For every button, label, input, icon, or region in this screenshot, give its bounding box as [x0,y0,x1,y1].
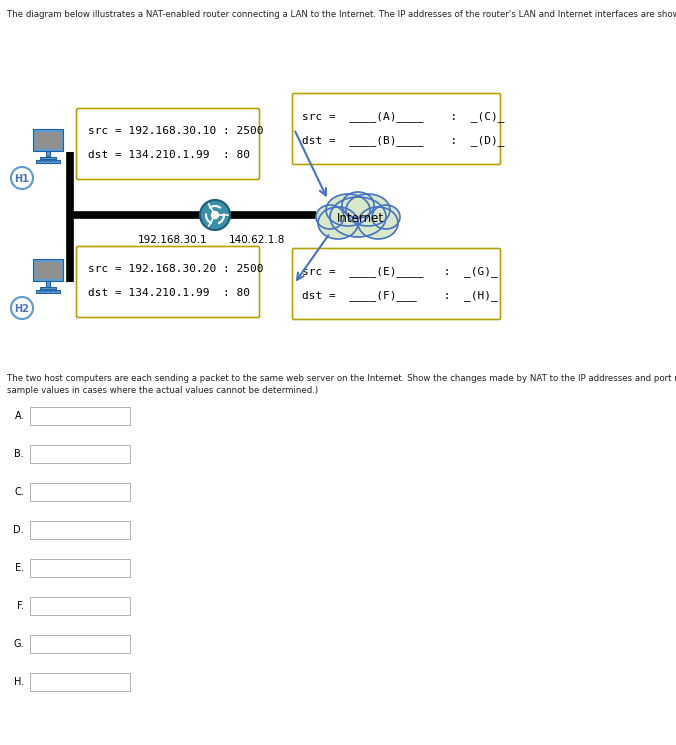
Bar [30,673,130,691]
Bar [46,151,50,156]
Bar [30,483,130,501]
FancyBboxPatch shape [76,247,260,317]
Bar [39,291,42,292]
Circle shape [200,200,230,230]
Ellipse shape [330,197,386,237]
Text: A.: A. [14,411,24,421]
Bar [44,160,47,162]
Bar [32,259,64,282]
Text: H.: H. [14,677,24,687]
Text: src =  ____(A)____    :  _(C)_: src = ____(A)____ : _(C)_ [302,111,504,122]
Bar [41,287,55,289]
Text: B.: B. [14,449,24,459]
Text: 140.62.1.8: 140.62.1.8 [228,235,285,245]
Text: 192.168.30.1: 192.168.30.1 [138,235,208,245]
Text: G.: G. [14,639,24,649]
Ellipse shape [358,207,398,239]
Text: The two host computers are each sending a packet to the same web server on the I: The two host computers are each sending … [7,374,676,383]
Text: src =  ____(E)____   :  _(G)_: src = ____(E)____ : _(G)_ [302,266,498,277]
Ellipse shape [316,205,344,229]
Bar [30,559,130,577]
Ellipse shape [318,207,358,239]
Circle shape [11,297,33,319]
Bar [49,291,52,292]
Ellipse shape [342,192,374,218]
Text: C.: C. [14,487,24,497]
Bar [30,597,130,615]
Bar [46,282,50,287]
Ellipse shape [326,194,370,226]
Text: Internet: Internet [337,212,383,226]
Text: dst =  ____(B)____    :  _(D)_: dst = ____(B)____ : _(D)_ [302,135,504,146]
Bar [30,521,130,539]
Text: sample values in cases where the actual values cannot be determined.): sample values in cases where the actual … [7,386,318,395]
Bar [41,156,55,159]
Text: dst =  ____(F)___    :  _(H)_: dst = ____(F)___ : _(H)_ [302,290,498,301]
Bar [39,160,42,162]
Ellipse shape [346,194,390,226]
Text: E.: E. [15,563,24,573]
Bar [35,132,61,149]
Text: D.: D. [14,525,24,535]
Text: The diagram below illustrates a NAT-enabled router connecting a LAN to the Inter: The diagram below illustrates a NAT-enab… [7,10,676,19]
Bar [30,445,130,463]
Bar [36,160,60,163]
Text: src = 192.168.30.10 : 2500: src = 192.168.30.10 : 2500 [88,126,264,136]
Text: H1: H1 [15,174,30,183]
Ellipse shape [372,205,400,229]
Bar [35,261,61,279]
Bar [54,160,57,162]
Circle shape [11,167,33,189]
Text: src = 192.168.30.20 : 2500: src = 192.168.30.20 : 2500 [88,264,264,274]
Bar [32,130,64,151]
Bar [30,635,130,653]
FancyBboxPatch shape [293,249,500,320]
Bar [44,291,47,292]
Bar [49,160,52,162]
FancyBboxPatch shape [293,94,500,165]
Text: F.: F. [17,601,24,611]
Text: dst = 134.210.1.99  : 80: dst = 134.210.1.99 : 80 [88,150,250,160]
Bar [30,407,130,425]
Bar [36,290,60,294]
FancyBboxPatch shape [76,109,260,180]
Text: H2: H2 [15,303,30,314]
Circle shape [211,211,219,219]
Text: dst = 134.210.1.99  : 80: dst = 134.210.1.99 : 80 [88,288,250,298]
Bar [54,291,57,292]
